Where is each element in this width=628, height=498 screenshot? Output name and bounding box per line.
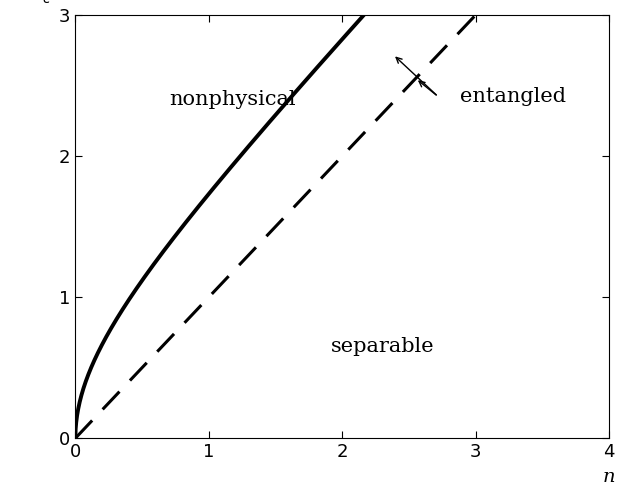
Text: nonphysical: nonphysical [169,90,295,109]
Y-axis label: $m_c$: $m_c$ [24,0,52,6]
X-axis label: n: n [603,468,615,486]
Text: entangled: entangled [460,87,566,106]
Text: separable: separable [330,337,434,356]
